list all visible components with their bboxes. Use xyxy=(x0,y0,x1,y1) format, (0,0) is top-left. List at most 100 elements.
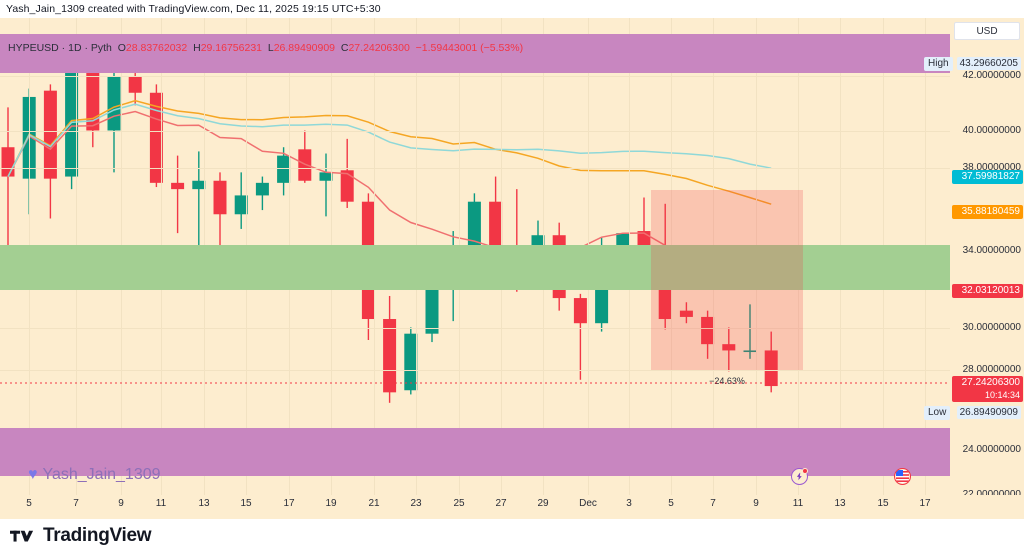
ma-red-line xyxy=(7,110,772,286)
time-tick-label: 11 xyxy=(155,498,167,509)
time-tick-label: 5 xyxy=(26,498,32,509)
candle-body xyxy=(213,180,227,215)
chart-legend[interactable]: HYPEUSD · 1D · Pyth O28.83762032 H29.167… xyxy=(8,42,523,55)
time-tick-label: 29 xyxy=(537,498,549,509)
candle-body xyxy=(573,298,587,324)
candle-body xyxy=(467,201,481,259)
candle-body xyxy=(722,344,736,351)
time-tick-label: 7 xyxy=(710,498,716,509)
low-tag: Low xyxy=(924,406,951,420)
horizontal-gridline xyxy=(0,131,950,132)
time-tick-label: 3 xyxy=(626,498,632,509)
candle-body xyxy=(234,195,248,215)
ma-red-badge[interactable]: 32.03120013 xyxy=(952,284,1023,298)
watermark-username: Yash_Jain_1309 xyxy=(42,466,161,483)
legend-high-key: H xyxy=(193,42,201,54)
badge-alert-dot xyxy=(802,468,808,474)
candle-body xyxy=(340,170,354,202)
candle-body xyxy=(489,201,503,248)
candle-body xyxy=(192,180,206,190)
legend-symbol[interactable]: HYPEUSD xyxy=(8,42,59,54)
candle-body xyxy=(171,182,185,190)
time-tick-label: 9 xyxy=(753,498,759,509)
legend-sep-1: · xyxy=(58,42,69,54)
candle-body xyxy=(86,59,100,131)
candle-body xyxy=(701,316,715,345)
price-tick-label: 28.00000000 xyxy=(962,364,1021,375)
time-tick-label: 19 xyxy=(325,498,337,509)
time-tick-label: 9 xyxy=(118,498,124,509)
lightning-bolt-icon xyxy=(796,472,802,481)
time-tick-label: 17 xyxy=(283,498,295,509)
horizontal-gridline xyxy=(0,168,950,169)
time-tick-label: 11 xyxy=(792,498,804,509)
tradingview-mark-icon xyxy=(10,530,34,542)
ma-cyan-line xyxy=(7,103,772,177)
legend-change: −1.59443001 (−5.53%) xyxy=(415,42,524,54)
price-tick-label: 22.00000000 xyxy=(963,489,1021,500)
time-tick-label: 15 xyxy=(877,498,889,509)
last-price-value: 27.24206300 xyxy=(961,377,1020,388)
measurement-percent-label: −24.63% xyxy=(709,376,745,386)
candle-body xyxy=(679,310,693,317)
last-price-badge[interactable]: 27.24206300 10:14:34 xyxy=(952,376,1023,402)
horizontal-gridline xyxy=(0,328,950,329)
time-tick-label: 5 xyxy=(668,498,674,509)
bar-countdown: 10:14:34 xyxy=(984,390,1020,400)
time-tick-label: 23 xyxy=(410,498,422,509)
high-value: 43.29660205 xyxy=(956,57,1021,70)
time-tick-label: 13 xyxy=(834,498,846,509)
horizontal-gridline xyxy=(0,76,950,77)
legend-exchange: Pyth xyxy=(90,42,112,54)
tradingview-logo[interactable]: TradingView xyxy=(10,525,152,547)
candle-body xyxy=(298,149,312,181)
candle-body xyxy=(43,90,57,179)
session-high-label: High 43.29660205 xyxy=(924,57,1024,71)
heart-icon: ♥ xyxy=(28,466,38,483)
footer-bar: TradingView xyxy=(0,519,1024,551)
chart-plot-area[interactable]: −24.63% ♥ Yash_Jain_1309 HYPEUSD · 1D · … xyxy=(0,18,950,495)
candle-body xyxy=(255,182,269,196)
candle-body xyxy=(107,76,121,131)
resistance-zone-upper[interactable] xyxy=(0,34,950,73)
tradingview-wordmark: TradingView xyxy=(43,525,152,546)
legend-close-key: C xyxy=(340,42,349,54)
earnings-badge-icon[interactable] xyxy=(791,468,808,485)
candle-body xyxy=(404,333,418,391)
candle-body xyxy=(616,233,630,248)
price-tick-label: 24.00000000 xyxy=(962,444,1021,455)
price-tick-label: 30.00000000 xyxy=(962,322,1021,333)
price-axis[interactable]: USD 42.00000000 40.00000000 38.00000000 34.… xyxy=(924,18,1024,500)
support-zone-mid[interactable] xyxy=(0,245,950,290)
economic-events-badge-icon[interactable] xyxy=(894,468,911,485)
time-tick-label: 13 xyxy=(198,498,210,509)
legend-low-value: 26.89490909 xyxy=(273,42,336,54)
time-axis[interactable]: 5 7 9 11 13 15 17 19 21 23 25 27 29 Dec 3 5 7 9 11 13 15 17 xyxy=(0,495,1024,519)
us-flag-icon xyxy=(896,470,909,483)
candle-body xyxy=(149,92,163,183)
candle-body xyxy=(383,319,397,393)
candle-body xyxy=(764,350,778,387)
time-tick-label: 17 xyxy=(919,498,931,509)
low-value: 26.89490909 xyxy=(956,406,1021,419)
time-tick-label: 25 xyxy=(453,498,465,509)
time-tick-label: 15 xyxy=(240,498,252,509)
measurement-rectangle[interactable] xyxy=(651,190,803,370)
user-watermark: ♥ Yash_Jain_1309 xyxy=(28,466,161,484)
attribution-text: Yash_Jain_1309 created with TradingView.… xyxy=(6,3,381,15)
price-tick-label: 38.00000000 xyxy=(962,162,1021,173)
horizontal-gridline xyxy=(0,370,950,371)
time-tick-label: 21 xyxy=(368,498,380,509)
legend-high-value: 29.16756231 xyxy=(200,42,263,54)
candle-body xyxy=(128,76,142,93)
currency-selector[interactable]: USD xyxy=(954,22,1020,40)
ma-cyan-badge[interactable]: 37.59981827 xyxy=(952,170,1023,184)
legend-interval[interactable]: 1D xyxy=(68,42,82,54)
price-tick-label: 40.00000000 xyxy=(962,125,1021,136)
time-tick-label: 27 xyxy=(495,498,507,509)
ma-orange-badge[interactable]: 35.88180459 xyxy=(952,205,1023,219)
candle-body xyxy=(277,155,291,183)
support-zone-lower[interactable] xyxy=(0,428,950,476)
candle-body xyxy=(1,147,15,177)
